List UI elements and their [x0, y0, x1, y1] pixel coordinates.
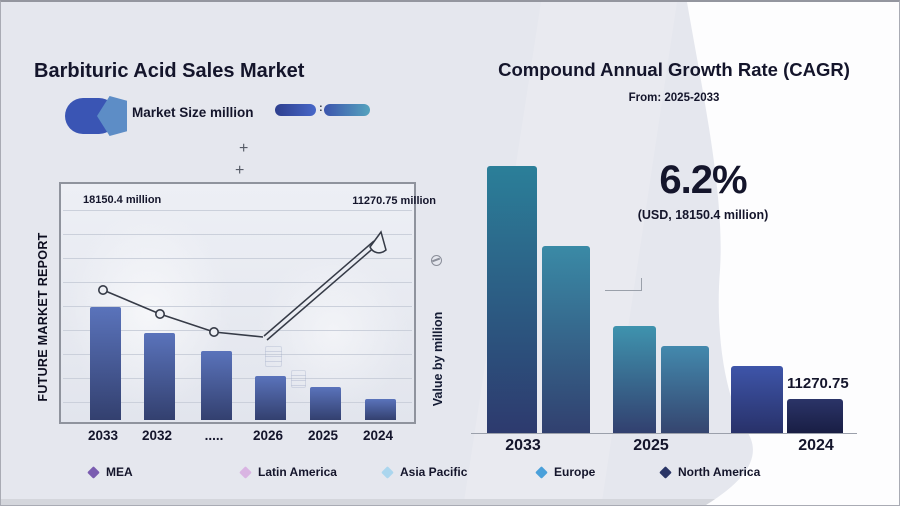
axis-tick-label: 2024 [798, 437, 834, 454]
growth-arrowhead-icon [369, 230, 387, 254]
bar [787, 398, 843, 433]
legend-diamond-icon [87, 465, 100, 479]
axis-tick-label: 2025 [633, 437, 669, 454]
cagr-chart [471, 152, 861, 434]
right-chart-x-axis: 2033 2025 2024 [471, 437, 861, 459]
legend-item: MEA [87, 465, 133, 479]
axis-tick-label: 2032 [141, 428, 173, 443]
legend-label: North America [678, 465, 761, 479]
cagr-subtitle: From: 2025-2033 [628, 92, 720, 104]
axis-tick-label: 2025 [307, 428, 339, 443]
bar [310, 387, 341, 420]
line-marker-icon [155, 309, 166, 320]
cagr-note: (USD, 18150.4 million) [637, 208, 769, 222]
ratio-pill-left-icon [275, 104, 316, 116]
growth-arrow-line [266, 244, 378, 341]
brand-watermark: FUTURE MARKET REPORT [36, 232, 50, 402]
x-axis-line [471, 432, 857, 434]
document-icon [265, 346, 282, 367]
chart-gridlines [63, 210, 412, 420]
bar [144, 333, 175, 420]
legend-label: Europe [554, 465, 596, 479]
plus-icon: + [239, 140, 249, 157]
y-axis-label: Value by million [431, 311, 445, 407]
bar [90, 307, 121, 420]
bar [661, 345, 709, 433]
axis-tick-label: 2024 [362, 428, 394, 443]
page-title: Barbituric Acid Sales Market [34, 60, 305, 82]
legend-item: North America [659, 465, 761, 479]
white-curved-region [669, 2, 899, 505]
market-size-chart: 18150.4 million 11270.75 million [59, 182, 436, 424]
legend-item: Europe [535, 465, 596, 479]
left-chart-bars [61, 184, 414, 422]
document-icon [291, 370, 306, 388]
legend-diamond-icon [239, 465, 252, 479]
bar [487, 165, 537, 433]
minus-circle-icon [431, 255, 442, 266]
step-bracket-shape [605, 278, 642, 291]
line-marker-icon [97, 285, 108, 296]
trend-line-and-arrow [97, 230, 387, 341]
legend-item: Latin America [239, 465, 337, 479]
ratio-pill-right-icon [324, 104, 370, 116]
region-legend: MEA Latin America Asia Pacific Europe North … [1, 465, 899, 489]
cagr-percentage: 6.2% [659, 158, 747, 202]
plus-icon: + [235, 162, 245, 179]
axis-tick-label: ..... [204, 428, 224, 443]
bottom-strip [1, 499, 899, 505]
market-size-label: Market Size million [132, 105, 254, 120]
legend-diamond-icon [659, 465, 672, 479]
growth-arrow-line [263, 240, 375, 337]
axis-tick-label: 2026 [252, 428, 284, 443]
line-marker-icon [209, 327, 220, 338]
legend-label: Asia Pacific [400, 465, 468, 479]
legend-diamond-icon [535, 465, 548, 479]
cagr-header: Compound Annual Growth Rate (CAGR) From:… [453, 59, 895, 104]
bar [613, 325, 656, 433]
cagr-value-block: 6.2% (USD, 18150.4 million) [607, 158, 799, 222]
legend-diamond-icon [381, 465, 394, 479]
ratio-separator: : [319, 102, 323, 114]
bar [255, 376, 286, 420]
value-callout: 11270.75 [787, 375, 849, 392]
bar [365, 399, 396, 420]
axis-tick-label: 2033 [505, 437, 541, 454]
legend-label: Latin America [258, 465, 337, 479]
legend-item: Asia Pacific [381, 465, 468, 479]
bar [731, 365, 783, 433]
legend-label: MEA [106, 465, 133, 479]
bar [542, 245, 590, 433]
left-chart-x-axis: 2033 2032..... 2026 2025 2024 [59, 428, 416, 448]
cagr-title: Compound Annual Growth Rate (CAGR) [498, 59, 850, 80]
bar [201, 351, 232, 420]
trend-line [102, 289, 264, 338]
axis-tick-label: 2033 [87, 428, 119, 443]
start-value-annotation: 18150.4 million [83, 194, 162, 206]
end-value-annotation: 11270.75 million [352, 195, 436, 207]
